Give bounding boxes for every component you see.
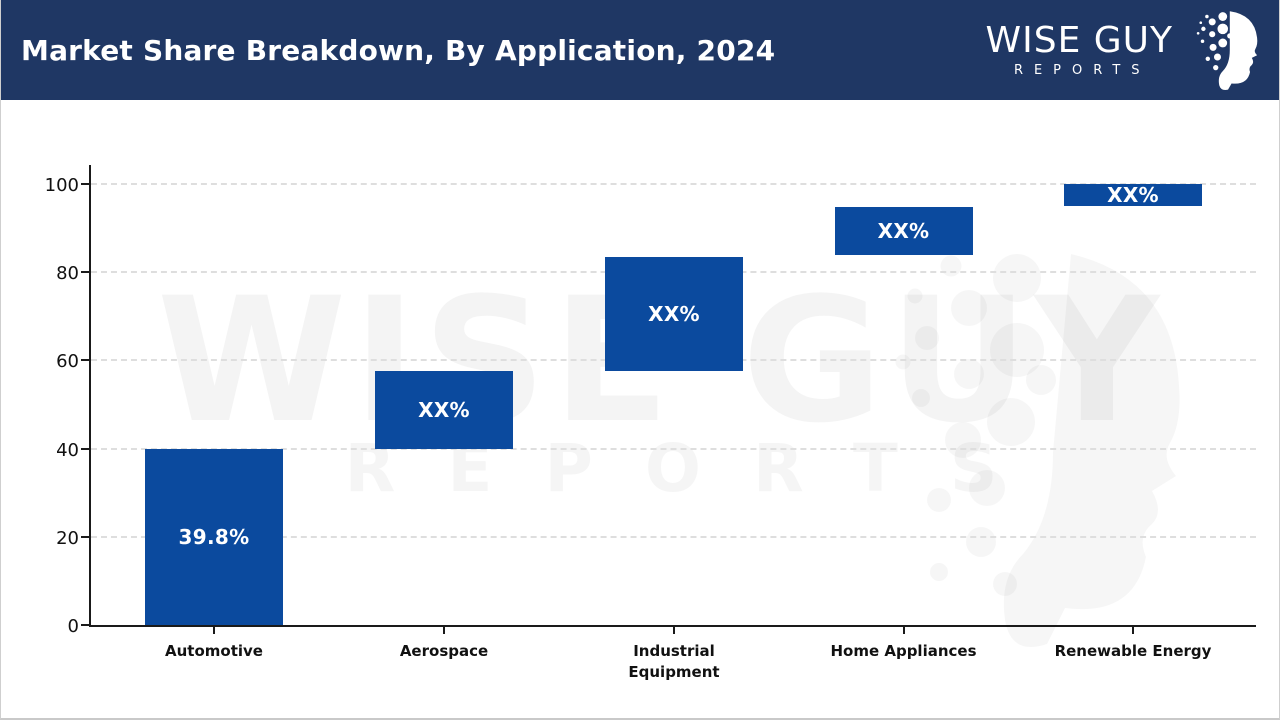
header-bar: Market Share Breakdown, By Application, … (1, 0, 1280, 100)
y-tick-mark-100 (81, 183, 89, 185)
x-tick-mark (443, 627, 445, 634)
x-tick-mark (673, 627, 675, 634)
y-tick-label-20: 20 (56, 527, 79, 549)
y-tick-label-80: 80 (56, 263, 79, 285)
bar-renewable-energy: XX% (1064, 183, 1202, 208)
y-tick-mark-80 (81, 271, 89, 274)
logo-subtitle: REPORTS (1013, 62, 1151, 78)
bar-home-appliances: XX% (834, 207, 973, 255)
x-tick-label-automotive: Automotive (165, 642, 263, 660)
bar-industrial-equipment: XX% (605, 256, 743, 372)
chart-area: WISE GUY REPORTS 02040608010039.8%Automo… (1, 100, 1279, 718)
page-title: Market Share Breakdown, By Application, … (21, 33, 776, 67)
x-tick-mark (213, 627, 215, 634)
x-tick-label-aerospace: Aerospace (399, 642, 489, 660)
x-tick-label-home-appliances: Home Appliances (830, 642, 977, 660)
bar-value-label: 39.8% (178, 525, 250, 550)
bar-value-label: XX% (1107, 183, 1159, 208)
bar-aerospace: XX% (375, 371, 513, 450)
wise-guy-logo: WISE GUY REPORTS (986, 6, 1280, 94)
x-tick-label-renewable-energy: Renewable Energy (1054, 642, 1212, 660)
bar-value-label: XX% (877, 218, 930, 243)
y-tick-label-60: 60 (56, 351, 79, 373)
bar-value-label: XX% (648, 302, 700, 327)
x-tick-label-industrial-equipment: Industrial Equipment (628, 642, 720, 681)
gridline-100 (91, 183, 1256, 185)
y-tick-label-40: 40 (56, 439, 79, 461)
y-tick-label-0: 0 (67, 616, 79, 637)
y-tick-mark-20 (81, 535, 89, 538)
gridline-40 (91, 447, 1256, 450)
logo-text: WISE GUY REPORTS (985, 19, 1174, 78)
x-tick-mark (902, 627, 905, 634)
logo-wordmark: WISE GUY (985, 19, 1173, 61)
x-tick-mark (1132, 627, 1134, 634)
bar-value-label: XX% (418, 398, 470, 423)
bar-automotive: 39.8% (145, 449, 283, 625)
gridline-20 (91, 535, 1256, 538)
plot-area: 0 20 40 60 80 100 39.8% Automotive XX% Aerospace X… (45, 165, 1256, 681)
y-tick-mark-60 (81, 359, 89, 362)
y-tick-mark-0 (81, 624, 89, 626)
y-tick-label-100: 100 (44, 175, 79, 196)
y-tick-mark-40 (81, 447, 89, 450)
dotted-head-icon (1196, 11, 1258, 90)
